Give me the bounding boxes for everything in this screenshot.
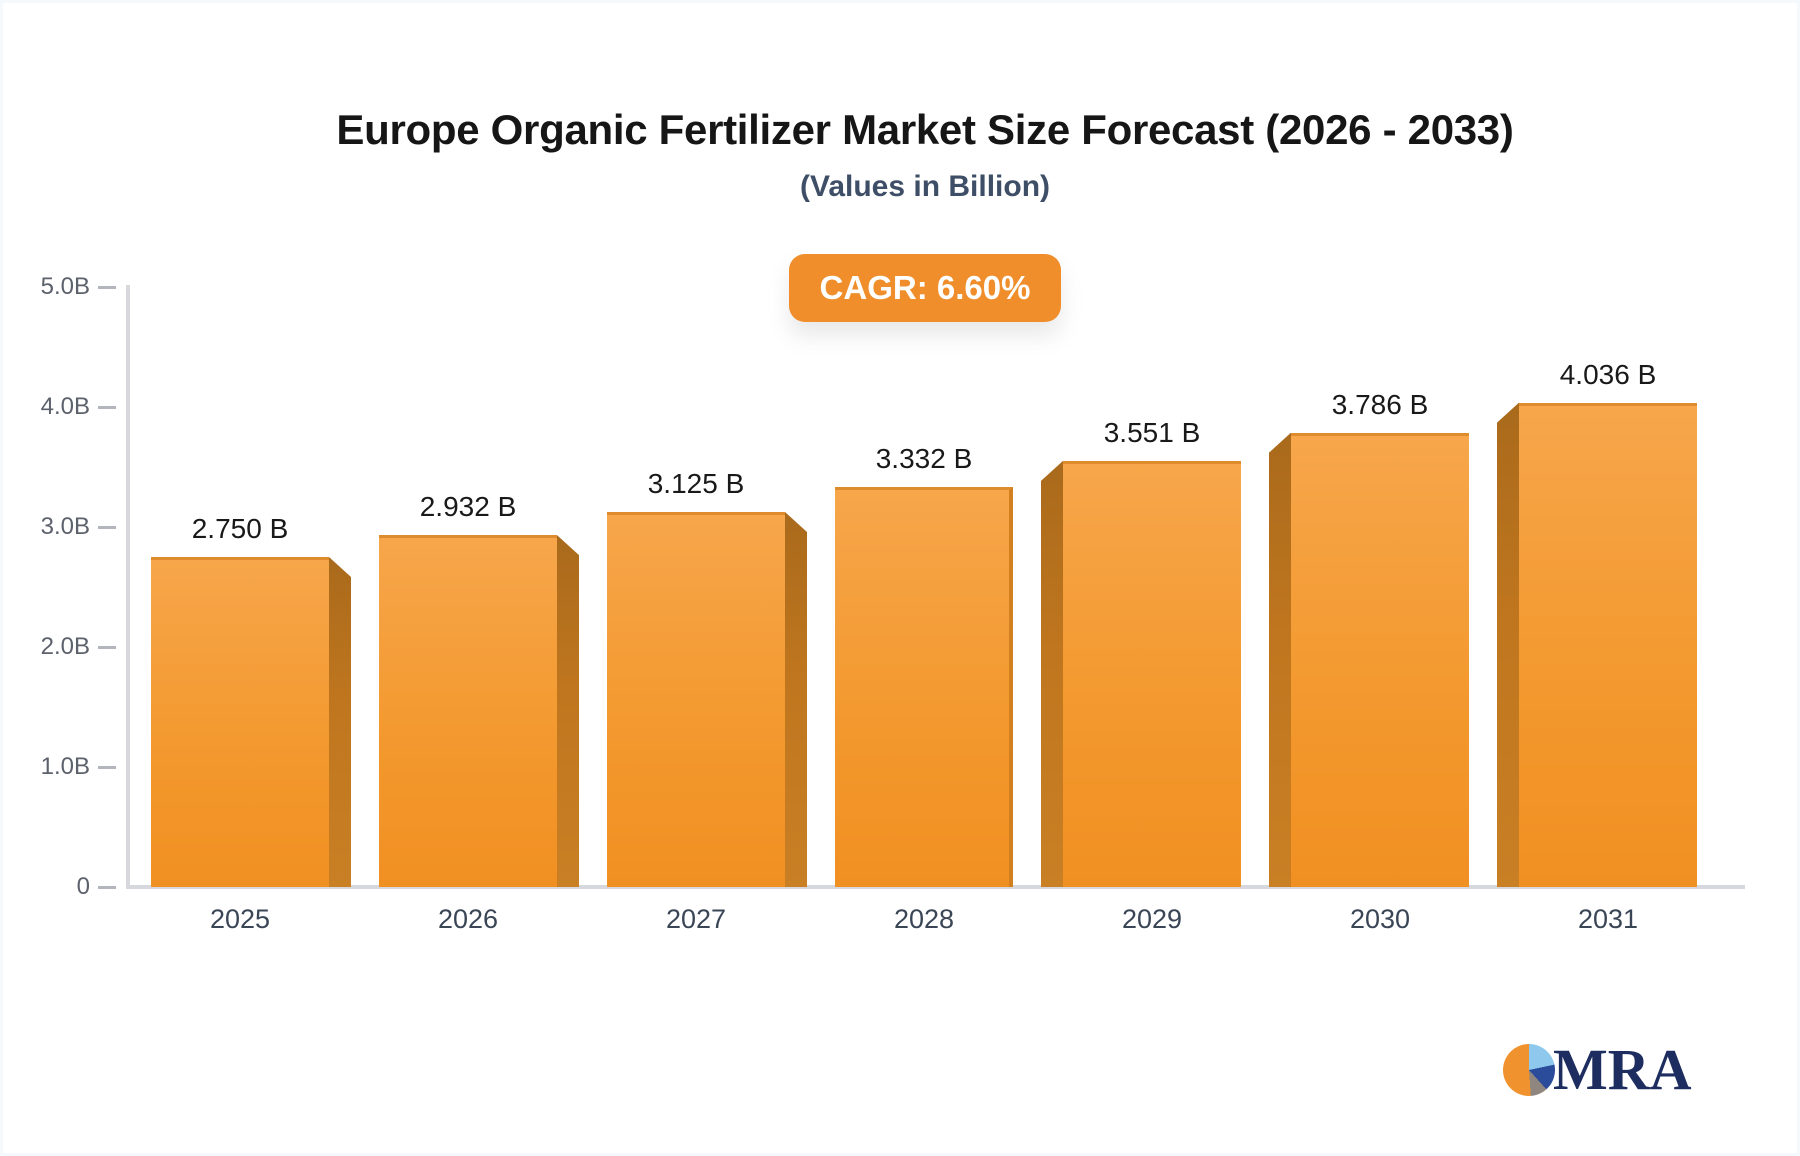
y-axis-tick: [98, 405, 116, 409]
x-axis-label: 2029: [1121, 904, 1183, 934]
x-axis-label: 2028: [893, 904, 955, 934]
bar-side-face: [785, 512, 807, 887]
bar-side-face: [557, 535, 579, 887]
chart-subtitle: (Values in Billion): [799, 170, 1051, 203]
y-axis-tick-label: 2.0B: [40, 633, 90, 660]
x-axis-label: 2027: [665, 904, 727, 934]
y-axis: [126, 285, 130, 889]
bar: [835, 487, 1013, 887]
y-axis-tick: [98, 885, 116, 889]
bar-side-face: [329, 557, 351, 887]
bar-value-label: 2.750 B: [191, 513, 289, 544]
y-axis-tick: [98, 525, 116, 529]
bar: [1063, 460, 1241, 887]
x-axis-label: 2026: [437, 904, 499, 934]
bar: [1291, 432, 1469, 887]
y-axis-tick: [98, 765, 116, 769]
bar-value-label: 4.036 B: [1559, 358, 1657, 390]
bar: [379, 535, 557, 887]
mra-logo-text: MRA: [1553, 1037, 1692, 1102]
bar: [151, 557, 329, 887]
bar-value-label: 2.932 B: [419, 491, 517, 523]
y-axis-tick: [98, 645, 116, 649]
pie-chart-icon: [1503, 1044, 1555, 1096]
bar-side-face: [1041, 460, 1063, 887]
bar-side-face: [1497, 402, 1519, 887]
mra-logo: MRA: [1503, 1041, 1743, 1099]
bar-value-label: 3.786 B: [1331, 388, 1429, 420]
bar-side-face: [1269, 432, 1291, 887]
bar: [607, 512, 785, 887]
y-axis-tick-label: 5.0B: [40, 273, 90, 300]
x-axis-label: 2031: [1577, 904, 1639, 934]
bar: [1519, 402, 1697, 887]
y-axis-tick: [98, 285, 116, 289]
x-axis-label: 2025: [209, 904, 271, 934]
y-axis-tick-label: 3.0B: [40, 513, 90, 540]
bar-value-label: 3.125 B: [647, 468, 745, 499]
bar-value-label: 3.551 B: [1103, 416, 1201, 448]
y-axis-tick-label: 4.0B: [40, 393, 90, 420]
x-axis: [126, 885, 1745, 889]
x-axis-label: 2030: [1349, 904, 1411, 934]
y-axis-tick-label: 1.0B: [40, 753, 90, 780]
cagr-badge: CAGR: 6.60%: [789, 254, 1061, 322]
bar-value-label: 3.332 B: [875, 443, 973, 475]
chart-title: Europe Organic Fertilizer Market Size Fo…: [336, 106, 1514, 153]
y-axis-tick-label: 0: [76, 873, 90, 900]
